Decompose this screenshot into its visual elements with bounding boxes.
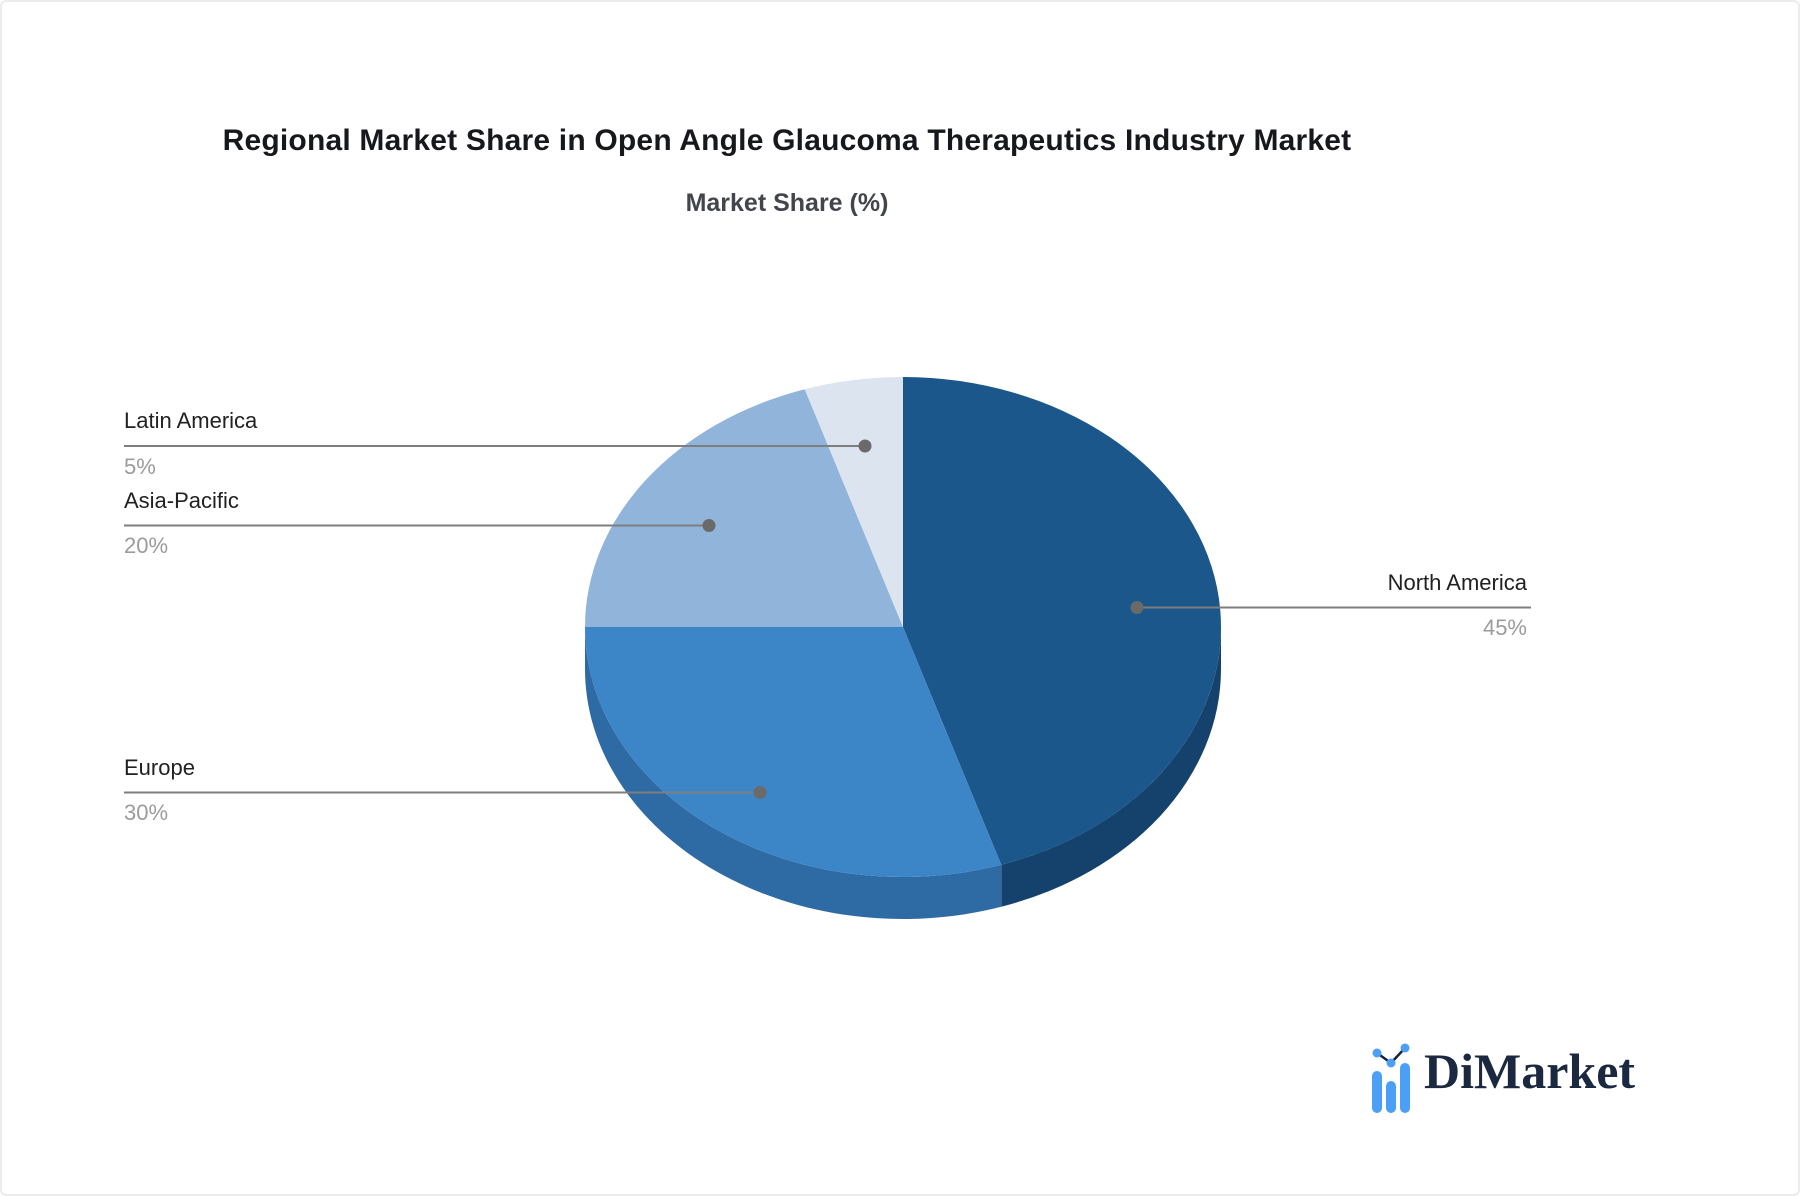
chart-subtitle: Market Share (%) <box>685 189 889 217</box>
callout-value-latin-america: 5% <box>124 454 156 479</box>
logo-bar <box>1372 1071 1382 1113</box>
pie-slice-europe[interactable] <box>584 627 1002 877</box>
pie-slice-latin-america[interactable] <box>804 377 903 627</box>
logo-dot <box>1400 1043 1410 1053</box>
callout-label-latin-america: Latin America <box>124 408 258 433</box>
leader-dot-north-america <box>1130 601 1144 614</box>
chart-title: Regional Market Share in Open Angle Glau… <box>222 124 1352 157</box>
callout-label-north-america: North America <box>1387 570 1527 595</box>
logo-bar <box>1400 1063 1410 1113</box>
callout-value-asia-pacific: 20% <box>124 533 169 558</box>
leader-dot-europe <box>753 786 767 799</box>
dimarket-logo-icon <box>1372 1043 1410 1113</box>
pie-slice-side-europe <box>584 627 1002 919</box>
pie-top-slices <box>584 377 1221 877</box>
logo-dot <box>1386 1058 1396 1068</box>
callout-label-asia-pacific: Asia-Pacific <box>124 488 239 513</box>
callout-value-europe: 30% <box>124 800 169 825</box>
pie-3d-sides <box>584 627 1221 919</box>
dimarket-logo-text: DiMarket <box>1424 1043 1636 1099</box>
logo-dot <box>1372 1048 1382 1058</box>
callout-value-north-america: 45% <box>1482 615 1527 640</box>
leader-lines <box>124 439 1531 799</box>
callout-label-europe: Europe <box>124 755 195 780</box>
logo-bar <box>1386 1081 1396 1113</box>
pie-slice-asia-pacific[interactable] <box>585 389 903 627</box>
dimarket-logo: DiMarket <box>1364 1042 1635 1116</box>
leader-dot-latin-america <box>858 439 872 453</box>
leader-dot-asia-pacific <box>702 519 716 532</box>
pie-slice-side-north-america <box>1001 627 1221 907</box>
pie-slice-north-america[interactable] <box>903 377 1221 865</box>
